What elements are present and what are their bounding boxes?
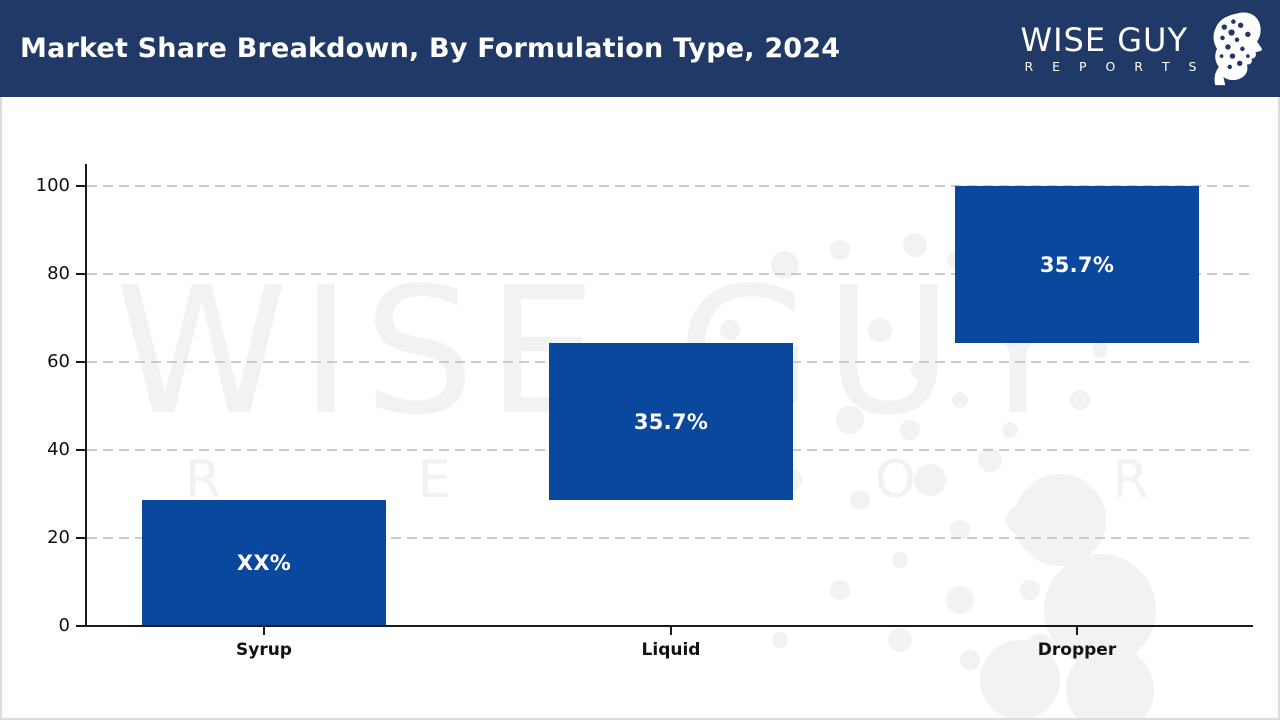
page-title: Market Share Breakdown, By Formulation T…	[20, 33, 841, 64]
gridline-y-80	[87, 273, 1252, 275]
y-tick-40	[76, 449, 85, 451]
x-tick-label-syrup: Syrup	[236, 640, 292, 660]
bar-value-label-liquid: 35.7%	[633, 409, 709, 434]
y-tick-0	[76, 625, 85, 627]
y-tick-80	[76, 273, 85, 275]
y-axis-line	[85, 164, 87, 627]
y-tick-60	[76, 361, 85, 363]
header-bar: Market Share Breakdown, By Formulation T…	[0, 0, 1280, 97]
x-tick-label-liquid: Liquid	[641, 640, 701, 660]
watermark-head-dots-icon	[660, 220, 1180, 720]
y-tick-label-0: 0	[58, 615, 70, 636]
bar-value-label-dropper: 35.7%	[1039, 252, 1115, 277]
brand-name: WISE GUY	[1020, 21, 1188, 59]
x-tick-label-dropper: Dropper	[1037, 640, 1117, 660]
brand-reports: R E P O R T S	[1024, 59, 1204, 74]
x-tick-dropper	[1076, 627, 1078, 635]
bar-liquid: 35.7%	[549, 343, 793, 501]
brand-text: WISE GUY R E P O R T S	[1020, 23, 1204, 74]
y-tick-label-60: 60	[47, 351, 70, 372]
gridline-y-20	[87, 537, 1252, 539]
bar-syrup: XX%	[142, 500, 386, 626]
y-tick-100	[76, 185, 85, 187]
x-tick-liquid	[670, 627, 672, 635]
gridline-y-100	[87, 185, 1252, 187]
x-tick-syrup	[263, 627, 265, 635]
y-tick-label-80: 80	[47, 263, 70, 284]
y-tick-20	[76, 537, 85, 539]
bar-value-label-syrup: XX%	[236, 551, 292, 576]
y-tick-label-20: 20	[47, 527, 70, 548]
x-axis-line	[85, 625, 1253, 627]
brand-head-icon	[1208, 7, 1266, 91]
y-tick-label-100: 100	[35, 175, 70, 196]
bar-dropper: 35.7%	[955, 186, 1199, 344]
y-tick-label-40: 40	[47, 439, 70, 460]
brand-logo: WISE GUY R E P O R T S	[1020, 7, 1266, 91]
